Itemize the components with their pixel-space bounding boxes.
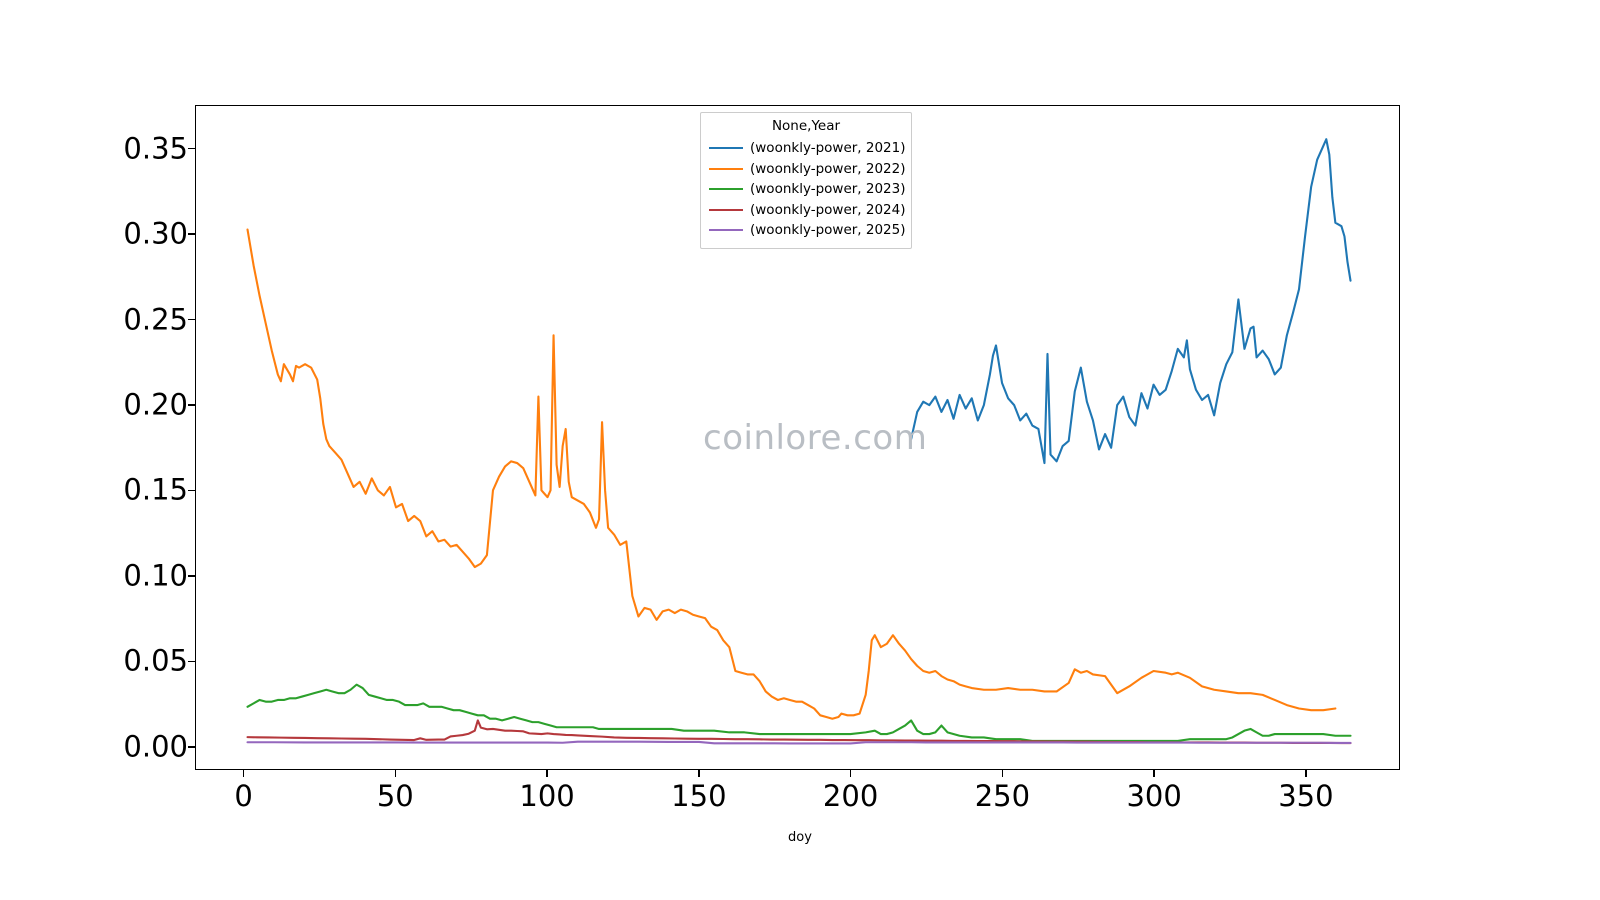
x-axis-label: doy (788, 830, 812, 845)
legend-label: (woonkly-power, 2024) (750, 201, 906, 218)
y-tick-mark (188, 404, 195, 406)
x-tick-mark (698, 770, 700, 777)
x-tick-mark (1153, 770, 1155, 777)
y-tick-mark (188, 233, 195, 235)
x-tick-mark (546, 770, 548, 777)
watermark-text: coinlore.com (703, 418, 928, 458)
x-tick-label: 250 (974, 779, 1031, 813)
y-tick-mark (188, 746, 195, 748)
y-tick-label: 0.35 (123, 131, 188, 166)
legend-swatch-icon (709, 208, 743, 211)
x-tick-label: 300 (1126, 779, 1182, 813)
y-tick-label: 0.20 (123, 387, 188, 422)
legend-label: (woonkly-power, 2022) (750, 160, 906, 177)
x-tick-label: 200 (822, 779, 879, 813)
legend-swatch-icon (709, 147, 743, 150)
legend-entry-1: (woonkly-power, 2022) (709, 159, 906, 180)
x-tick-label: 50 (376, 779, 414, 813)
x-tick-label: 0 (234, 779, 253, 813)
legend-entry-3: (woonkly-power, 2024) (709, 200, 906, 221)
legend-entries: (woonkly-power, 2021) (woonkly-power, 202… (709, 138, 906, 241)
y-tick-mark (188, 660, 195, 663)
x-tick-mark (242, 770, 245, 777)
legend-label: (woonkly-power, 2025) (750, 222, 906, 239)
series-line-1 (248, 230, 1336, 719)
y-tick-label: 0.15 (123, 472, 188, 507)
y-tick-mark (188, 147, 195, 150)
y-tick-label: 0.05 (123, 643, 188, 678)
y-tick-label: 0.10 (123, 558, 188, 593)
x-tick-mark (1305, 770, 1307, 777)
series-canvas (196, 106, 1399, 769)
chart-legend: None,Year (woonkly-power, 2021) (woonkly-… (700, 112, 912, 249)
y-tick-label: 0.30 (123, 216, 188, 251)
x-tick-mark (394, 770, 397, 777)
x-tick-mark (849, 770, 852, 777)
legend-swatch-icon (709, 167, 743, 170)
x-tick-mark (1001, 770, 1004, 777)
legend-label: (woonkly-power, 2021) (750, 140, 906, 157)
x-tick-label: 100 (519, 779, 575, 813)
series-line-2 (248, 685, 1351, 741)
legend-label: (woonkly-power, 2023) (750, 181, 906, 198)
legend-entry-4: (woonkly-power, 2025) (709, 220, 906, 241)
x-tick-label: 350 (1278, 779, 1334, 813)
series-line-0 (911, 139, 1350, 463)
y-tick-mark (188, 575, 195, 577)
y-tick-label: 0.25 (123, 302, 188, 337)
y-tick-label: 0.00 (123, 729, 188, 764)
legend-swatch-icon (709, 188, 743, 191)
series-line-4 (248, 742, 1351, 744)
legend-swatch-icon (709, 229, 743, 232)
legend-entry-2: (woonkly-power, 2023) (709, 179, 906, 200)
x-tick-label: 150 (671, 779, 727, 813)
y-tick-mark (188, 318, 195, 321)
legend-title: None,Year (771, 118, 841, 134)
legend-entry-0: (woonkly-power, 2021) (709, 138, 906, 159)
y-tick-mark (188, 489, 195, 492)
